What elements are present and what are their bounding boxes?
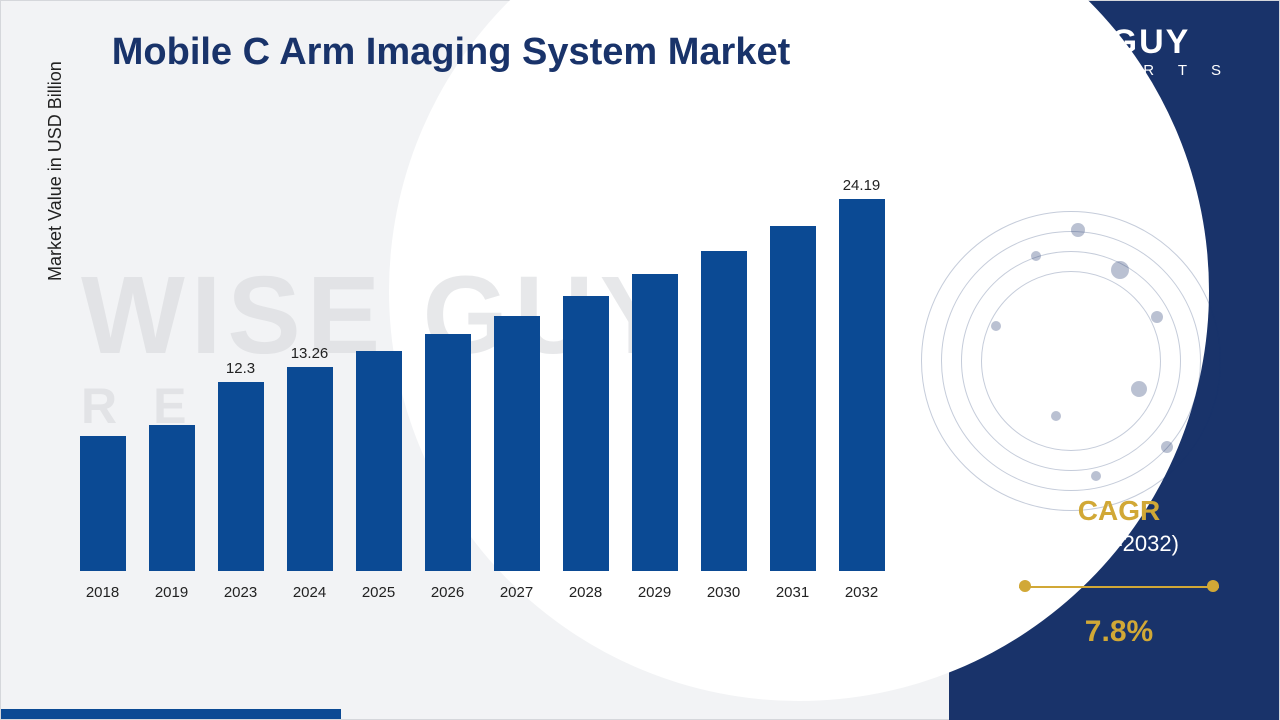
bar-column xyxy=(696,251,751,571)
footer-accent-bar xyxy=(1,709,341,719)
x-tick-label: 2030 xyxy=(696,584,751,601)
bar xyxy=(425,334,471,571)
cagr-period: (2019-2032) xyxy=(1019,531,1219,557)
bar-column: 13.26 xyxy=(282,367,337,571)
bar xyxy=(770,226,816,571)
x-tick-label: 2019 xyxy=(144,584,199,601)
bar-column xyxy=(627,274,682,571)
brand-name: WISE GUY xyxy=(1004,25,1231,59)
bar: 24.19 xyxy=(839,199,885,571)
bars-container: 12.313.2624.19 xyxy=(75,171,905,571)
bar-value-label: 13.26 xyxy=(275,345,345,362)
bar: 12.3 xyxy=(218,382,264,571)
bar-value-label: 24.19 xyxy=(827,177,897,194)
x-tick-label: 2027 xyxy=(489,584,544,601)
x-tick-label: 2025 xyxy=(351,584,406,601)
cagr-value: 7.8% xyxy=(1019,615,1219,649)
bar-column xyxy=(75,436,130,571)
bar-column xyxy=(558,296,613,571)
bar xyxy=(356,351,402,571)
bar xyxy=(632,274,678,571)
x-tick-label: 2026 xyxy=(420,584,475,601)
x-tick-label: 2029 xyxy=(627,584,682,601)
watermark-rings xyxy=(921,211,1221,511)
cagr-box: CAGR (2019-2032) 7.8% xyxy=(1019,495,1219,649)
bar-value-label: 12.3 xyxy=(206,360,276,377)
page-title: Mobile C Arm Imaging System Market xyxy=(1,31,901,74)
y-axis-label: Market Value in USD Billion xyxy=(45,61,66,281)
x-tick-label: 2028 xyxy=(558,584,613,601)
x-axis: 2018 2019 2023 2024 2025 2026 2027 2028 2029 2030… xyxy=(75,584,905,601)
x-tick-label: 2018 xyxy=(75,584,130,601)
report-frame: WISE GUY REPORTS Mobile C Arm Imaging Sy… xyxy=(0,0,1280,720)
bar-column xyxy=(420,334,475,571)
bar xyxy=(80,436,126,571)
bar-column: 24.19 xyxy=(834,199,889,571)
bar-column: 12.3 xyxy=(213,382,268,571)
x-tick-label: 2023 xyxy=(213,584,268,601)
bar-column xyxy=(144,425,199,571)
bar-column xyxy=(351,351,406,571)
x-tick-label: 2031 xyxy=(765,584,820,601)
bar xyxy=(494,316,540,571)
bar-column xyxy=(765,226,820,571)
bar-column xyxy=(489,316,544,571)
brand-sub: R E P O R T S xyxy=(1004,63,1231,78)
bar: 13.26 xyxy=(287,367,333,571)
cagr-divider xyxy=(1019,575,1219,599)
x-tick-label: 2024 xyxy=(282,584,337,601)
cagr-label: CAGR xyxy=(1019,495,1219,527)
bar xyxy=(563,296,609,571)
bar xyxy=(149,425,195,571)
brand-logo: WISE GUY R E P O R T S xyxy=(1004,25,1231,78)
bar xyxy=(701,251,747,571)
x-tick-label: 2032 xyxy=(834,584,889,601)
bar-chart: 12.313.2624.19 2018201920232024202520262… xyxy=(75,171,905,601)
